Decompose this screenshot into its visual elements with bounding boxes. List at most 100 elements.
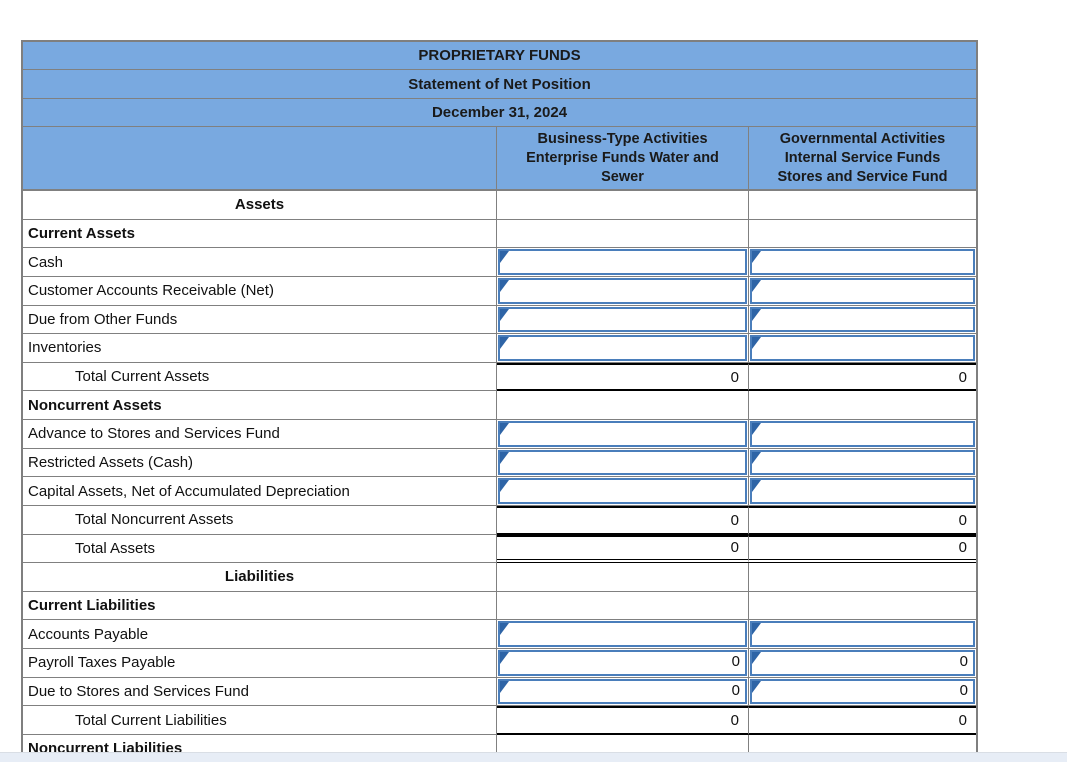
value-cell [749, 735, 976, 752]
value-cell [497, 734, 749, 752]
total-value: 0 [497, 362, 749, 392]
value-cell [497, 191, 749, 220]
horizontal-scrollbar[interactable] [0, 752, 1067, 762]
value-cell [749, 220, 976, 249]
amount-input[interactable] [752, 279, 973, 302]
table-row: Cash [23, 248, 976, 277]
value-cell [497, 477, 749, 506]
table-row: Total Assets 0 0 [23, 534, 976, 564]
value-cell [749, 391, 976, 420]
cell-flag-icon [752, 251, 761, 264]
total-value: 0 [749, 505, 976, 535]
column-header-line: Business-Type Activities [537, 130, 708, 147]
cell-flag-icon [752, 480, 761, 493]
table-row: Noncurrent Assets [23, 391, 976, 420]
row-label-due-from-other-funds: Due from Other Funds [23, 305, 497, 335]
table-row: Capital Assets, Net of Accumulated Depre… [23, 477, 976, 506]
amount-input-box [750, 277, 975, 304]
row-label-cash: Cash [23, 248, 497, 277]
amount-input[interactable] [752, 423, 973, 445]
cell-flag-icon [500, 279, 509, 292]
row-label-due-to-stores: Due to Stores and Services Fund [23, 677, 497, 707]
table-row: Customer Accounts Receivable (Net) [23, 276, 976, 306]
value-cell [497, 677, 749, 707]
amount-input[interactable] [500, 279, 745, 302]
total-value: 0 [497, 534, 749, 564]
amount-input[interactable] [752, 652, 973, 674]
value-cell [749, 306, 976, 335]
cell-flag-icon [500, 623, 509, 636]
total-value: 0 [749, 362, 976, 392]
cell-flag-icon [500, 680, 509, 693]
table-row: Current Liabilities [23, 591, 976, 621]
amount-input[interactable] [752, 680, 973, 703]
table-row: Total Current Liabilities 0 0 [23, 706, 976, 735]
cell-flag-icon [752, 451, 761, 464]
column-header-row: Business-Type Activities Enterprise Fund… [23, 127, 976, 191]
amount-input-box [750, 478, 975, 504]
amount-input-box [750, 306, 975, 333]
value-cell [497, 649, 749, 678]
cell-flag-icon [500, 652, 509, 664]
value-cell [749, 477, 976, 506]
column-header-internal-service-funds: Governmental Activities Internal Service… [749, 127, 976, 190]
amount-input[interactable] [500, 652, 745, 674]
value-cell [497, 334, 749, 363]
amount-input[interactable] [752, 251, 973, 273]
value-cell [749, 277, 976, 306]
value-cell [497, 448, 749, 478]
value-cell [749, 592, 976, 621]
row-label-payroll-taxes-payable: Payroll Taxes Payable [23, 649, 497, 678]
column-header-line: Enterprise Funds Water and [526, 149, 719, 166]
amount-input[interactable] [500, 480, 745, 502]
column-header-line: Stores and Service Fund [777, 168, 948, 185]
value-cell [497, 305, 749, 335]
amount-input[interactable] [500, 680, 745, 703]
amount-input[interactable] [752, 337, 973, 359]
row-label-capital-assets: Capital Assets, Net of Accumulated Depre… [23, 477, 497, 506]
table-row: Accounts Payable [23, 620, 976, 649]
total-value: 0 [497, 706, 749, 735]
amount-input-box [498, 478, 747, 504]
section-title-assets: Assets [23, 191, 497, 220]
section-title-liabilities: Liabilities [23, 563, 497, 592]
column-header-enterprise-funds: Business-Type Activities Enterprise Fund… [497, 127, 749, 190]
table-row: Liabilities [23, 563, 976, 592]
table-date: December 31, 2024 [23, 99, 976, 127]
amount-input[interactable] [500, 251, 745, 273]
amount-input-box [750, 678, 975, 705]
table-subtitle: Statement of Net Position [23, 70, 976, 99]
amount-input-box [498, 421, 747, 447]
amount-input[interactable] [500, 423, 745, 445]
table-row: Payroll Taxes Payable [23, 649, 976, 678]
amount-input-box [498, 449, 747, 476]
amount-input[interactable] [752, 480, 973, 502]
table-row: Noncurrent Liabilities [23, 734, 976, 752]
amount-input[interactable] [752, 451, 973, 474]
subsection-current-liabilities: Current Liabilities [23, 591, 497, 621]
value-cell [497, 591, 749, 621]
value-cell [749, 449, 976, 478]
cell-flag-icon [752, 337, 761, 350]
value-cell [749, 420, 976, 449]
column-header-empty [23, 127, 497, 190]
row-label-customer-accounts-receivable: Customer Accounts Receivable (Net) [23, 276, 497, 306]
amount-input[interactable] [500, 451, 745, 474]
amount-input-box [750, 449, 975, 476]
cell-flag-icon [752, 623, 761, 636]
subsection-noncurrent-assets: Noncurrent Assets [23, 391, 497, 420]
amount-input[interactable] [500, 623, 745, 645]
amount-input[interactable] [500, 308, 745, 331]
amount-input[interactable] [752, 623, 973, 645]
cell-flag-icon [500, 251, 509, 264]
column-header-line: Internal Service Funds [784, 149, 941, 166]
amount-input[interactable] [752, 308, 973, 331]
value-cell [497, 620, 749, 649]
amount-input-box [498, 249, 747, 275]
row-label-inventories: Inventories [23, 334, 497, 363]
amount-input-box [498, 678, 747, 705]
amount-input-box [498, 621, 747, 647]
table-row: Due from Other Funds [23, 305, 976, 335]
value-cell [497, 563, 749, 592]
amount-input[interactable] [500, 337, 745, 359]
